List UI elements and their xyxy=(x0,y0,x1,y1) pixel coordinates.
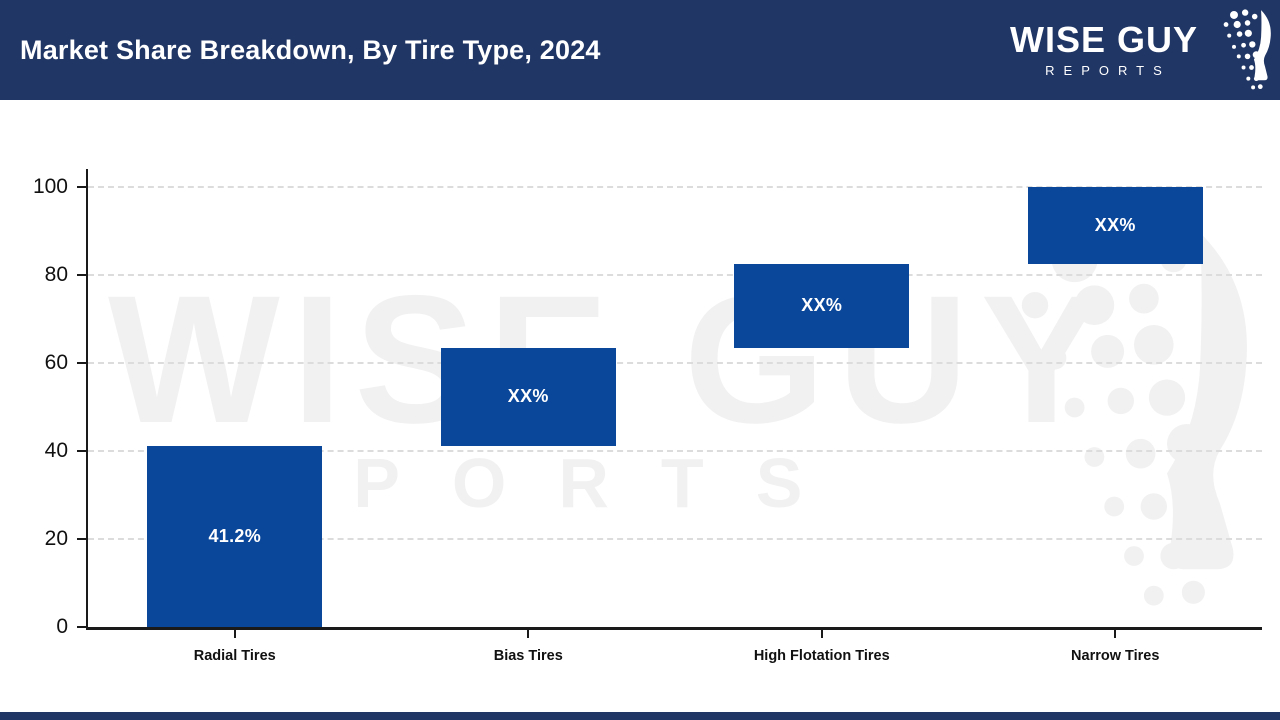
y-tick xyxy=(77,186,86,188)
y-tick xyxy=(77,274,86,276)
y-axis-line xyxy=(86,169,88,630)
header: Market Share Breakdown, By Tire Type, 20… xyxy=(0,0,1280,100)
gridline xyxy=(88,538,1262,540)
bar-chart: 0 20 40 60 80 100 41.2% Radial Tires XX% Bias Tir… xyxy=(33,169,1262,664)
x-axis-line xyxy=(86,627,1262,630)
logo-face-icon xyxy=(1223,9,1271,90)
x-axis-label: High Flotation Tires xyxy=(753,648,890,664)
y-tick xyxy=(77,362,86,364)
bar: XX% xyxy=(734,264,910,348)
logo-wordmark: WISE GUY xyxy=(1009,19,1198,60)
footer-bar xyxy=(0,712,1280,720)
x-axis-label: Narrow Tires xyxy=(1071,648,1160,664)
x-tick xyxy=(820,630,823,638)
page-title: Market Share Breakdown, By Tire Type, 20… xyxy=(20,34,601,65)
y-tick xyxy=(77,626,86,628)
y-axis-label: 0 xyxy=(56,615,68,638)
x-tick xyxy=(233,630,236,638)
x-axis-label: Bias Tires xyxy=(493,648,563,664)
gridline xyxy=(88,450,1262,452)
bar: 41.2% xyxy=(147,445,323,627)
x-axis-label: Radial Tires xyxy=(193,648,276,664)
gridline xyxy=(88,274,1262,276)
x-tick xyxy=(527,630,530,638)
bar-value-label: XX% xyxy=(507,386,549,407)
bar-value-label: XX% xyxy=(1094,215,1136,235)
bar: XX% xyxy=(440,347,616,446)
bar-value-label: 41.2% xyxy=(208,525,262,546)
logo-text: WISE GUY REPORTS xyxy=(1009,19,1198,79)
y-axis-label: 60 xyxy=(44,351,68,374)
y-axis-label: 40 xyxy=(44,439,68,462)
gridline xyxy=(88,362,1262,364)
y-axis-label: 80 xyxy=(44,263,68,286)
y-axis-label: 100 xyxy=(32,175,68,198)
bar-value-label: XX% xyxy=(801,295,843,316)
bar: XX% xyxy=(1027,187,1203,264)
wiseguy-logo: WISE GUY REPORTS xyxy=(1010,6,1274,94)
y-axis-label: 20 xyxy=(44,527,68,550)
x-tick xyxy=(1114,630,1117,638)
y-tick xyxy=(77,538,86,540)
logo-subtitle: REPORTS xyxy=(1045,63,1171,78)
gridline xyxy=(88,186,1262,188)
y-tick xyxy=(77,450,86,452)
